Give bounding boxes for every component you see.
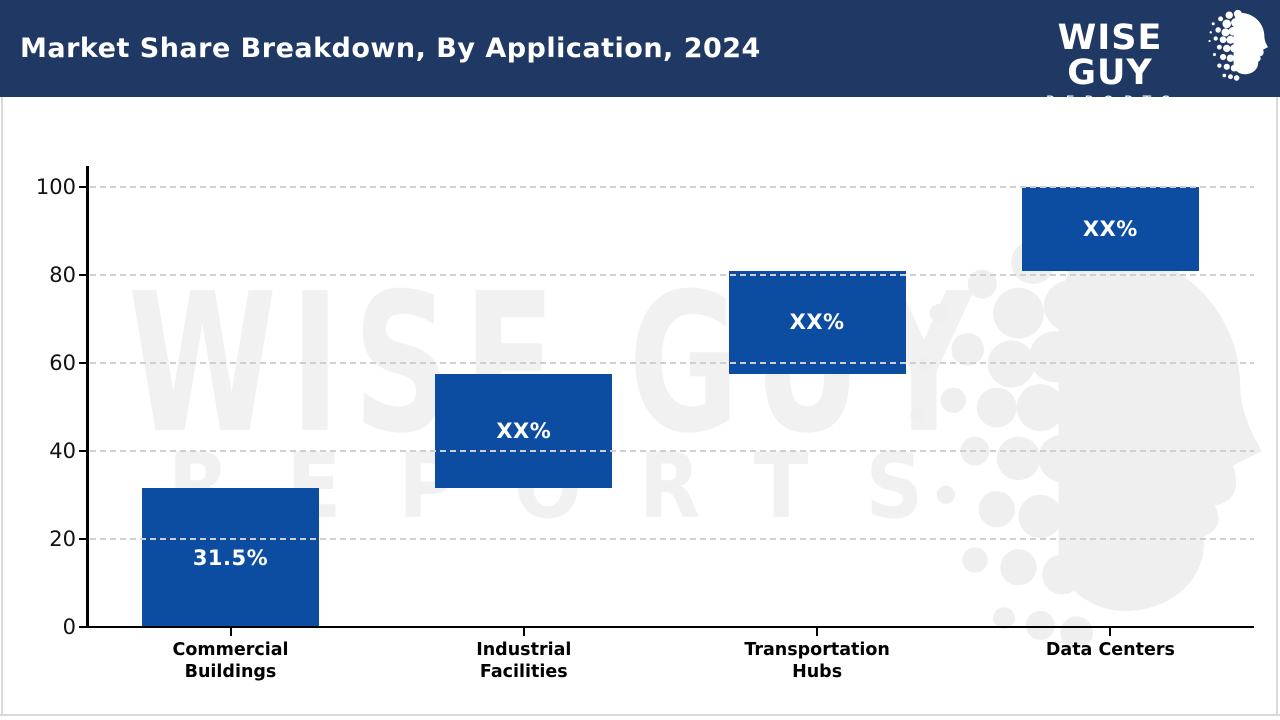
right-border — [1276, 97, 1278, 715]
logo-subtext: REPORTS — [1045, 94, 1181, 110]
gridline — [90, 362, 1254, 364]
logo-face-icon — [1200, 9, 1272, 89]
x-axis-category-label: Data Centers — [1045, 640, 1175, 660]
x-axis-line — [86, 625, 1254, 628]
bar-value-label: XX% — [496, 419, 552, 444]
y-axis-tick-mark — [79, 450, 87, 452]
bottom-border — [0, 714, 1280, 716]
bar-segment: XX% — [728, 270, 906, 374]
bar-segment: 31.5% — [142, 488, 319, 627]
x-axis-category-label: Industrial Facilities — [476, 640, 572, 682]
y-axis-tick-label: 40 — [49, 439, 76, 463]
y-axis-line — [86, 166, 89, 628]
y-axis-tick-mark — [79, 626, 87, 628]
y-axis-tick-label: 60 — [49, 351, 76, 375]
logo-text: WISE GUY REPORTS — [1012, 18, 1208, 111]
x-axis-category-label: Commercial Buildings — [172, 640, 289, 682]
x-axis-tick-mark — [522, 628, 525, 636]
left-border — [1, 97, 3, 715]
gridline — [90, 274, 1254, 276]
y-axis-tick-mark — [79, 538, 87, 540]
x-axis-tick-mark — [816, 628, 819, 636]
logo-wordmark: WISE GUY — [1057, 18, 1163, 93]
y-axis-tick-label: 100 — [35, 175, 76, 199]
bar-value-label: XX% — [1082, 216, 1138, 241]
x-axis-tick-mark — [229, 628, 232, 636]
y-axis-tick-mark — [79, 362, 87, 364]
y-axis-tick-label: 0 — [62, 615, 76, 639]
x-axis-tick-mark — [1109, 628, 1112, 636]
gridline — [90, 450, 1254, 452]
bar-segment: XX% — [1021, 187, 1199, 271]
y-axis-tick-mark — [79, 274, 87, 276]
y-axis-tick-label: 80 — [49, 263, 76, 287]
x-axis-category-label: Transportation Hubs — [744, 640, 890, 682]
bar-value-label: 31.5% — [192, 545, 269, 570]
header: Market Share Breakdown, By Application, … — [0, 0, 1280, 110]
bar-value-label: XX% — [789, 310, 845, 335]
bar-segment: XX% — [435, 374, 613, 489]
chart-title: Market Share Breakdown, By Application, … — [20, 33, 761, 64]
y-axis-tick-mark — [79, 186, 87, 188]
brand-logo: WISE GUY REPORTS — [1012, 7, 1272, 110]
y-axis-tick-label: 20 — [49, 527, 76, 551]
